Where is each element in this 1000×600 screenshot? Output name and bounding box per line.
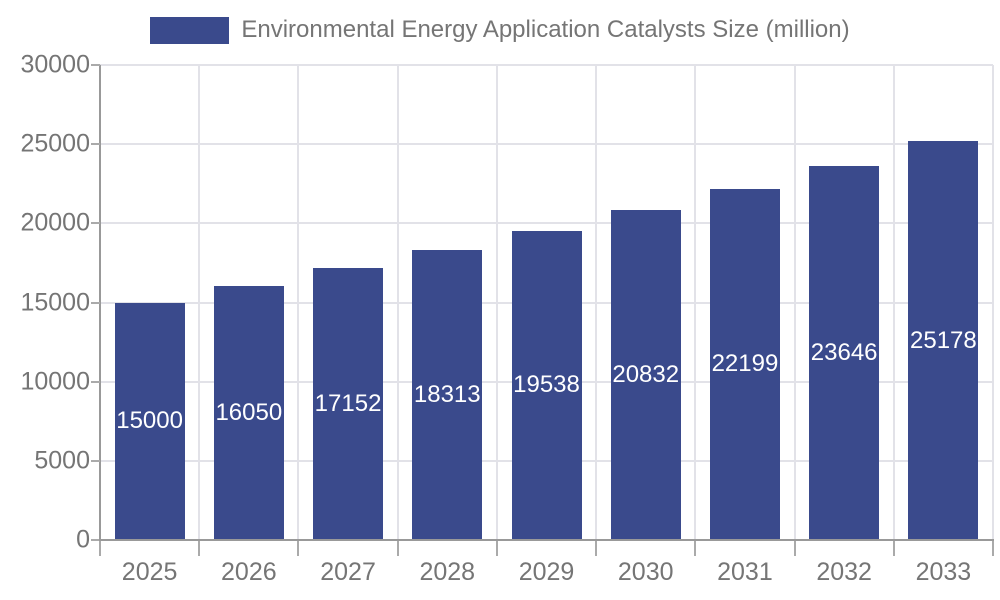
gridline-vertical: [297, 65, 300, 540]
bar-value-label: 16050: [215, 398, 283, 426]
y-axis-tick: [91, 143, 100, 146]
bar: 15000: [114, 302, 185, 540]
x-axis-tick: [99, 540, 101, 556]
gridline-horizontal: [100, 64, 993, 66]
x-axis-tick: [595, 540, 598, 556]
bar-value-label: 18313: [413, 381, 481, 409]
bar: 19538: [511, 230, 582, 540]
y-axis-tick: [91, 539, 100, 541]
bar-value-label: 22199: [711, 350, 779, 378]
gridline-vertical: [595, 65, 598, 540]
bar-value-label: 20832: [612, 361, 680, 389]
legend-label: Environmental Energy Application Catalys…: [241, 16, 850, 43]
y-tick-label: 25000: [20, 129, 90, 158]
x-axis-tick: [495, 540, 498, 556]
y-axis-tick: [91, 459, 100, 462]
y-axis-line: [99, 65, 101, 540]
x-axis-line: [99, 539, 994, 541]
x-tick-label: 2031: [717, 558, 773, 586]
gridline-horizontal: [100, 143, 993, 146]
y-tick-label: 20000: [20, 208, 90, 237]
plot-area: 15000 16050 17152 18313 19538 20832 22199 23646…: [91, 64, 994, 556]
y-axis-tick: [91, 222, 100, 225]
bar-value-label: 25178: [910, 326, 977, 354]
x-axis-tick: [892, 540, 895, 556]
x-axis-tick: [793, 540, 796, 556]
bar: 25178: [908, 141, 979, 540]
x-axis-tick: [992, 540, 994, 556]
gridline-vertical: [694, 65, 697, 540]
gridline-horizontal: [100, 222, 993, 225]
gridline-vertical: [396, 65, 399, 540]
x-tick-label: 2025: [121, 558, 178, 586]
gridline-vertical: [992, 65, 994, 540]
legend-swatch: [150, 16, 230, 44]
y-tick-label: 0: [76, 525, 90, 554]
x-axis-tick: [198, 540, 201, 556]
bar: 16050: [213, 285, 284, 540]
x-tick-label: 2028: [419, 558, 476, 586]
bar: 23646: [809, 165, 880, 540]
bar-value-label: 17152: [314, 390, 382, 418]
x-axis-tick: [694, 540, 697, 556]
gridline-vertical: [495, 65, 498, 540]
bar: 22199: [709, 188, 780, 540]
gridline-vertical: [892, 65, 895, 540]
x-tick-label: 2032: [816, 558, 872, 586]
y-tick-label: 10000: [20, 367, 90, 396]
bar: 20832: [610, 210, 681, 540]
x-tick-label: 2030: [617, 558, 674, 586]
bar: 17152: [313, 268, 384, 540]
gridline-vertical: [793, 65, 796, 540]
x-axis-tick: [396, 540, 399, 556]
y-tick-label: 30000: [20, 50, 90, 79]
x-tick-label: 2033: [915, 558, 972, 586]
y-tick-label: 5000: [34, 446, 90, 475]
bar-value-label: 19538: [513, 371, 580, 399]
x-tick-label: 2026: [221, 558, 277, 586]
y-axis-tick: [91, 64, 100, 66]
bar-value-label: 23646: [810, 338, 878, 366]
bar: 18313: [412, 250, 483, 540]
y-axis-tick: [91, 301, 100, 304]
bar-value-label: 15000: [116, 407, 183, 435]
x-axis-tick: [297, 540, 300, 556]
x-tick-label: 2029: [518, 558, 575, 586]
y-axis-tick: [91, 380, 100, 383]
legend: Environmental Energy Application Catalys…: [0, 16, 1000, 44]
x-tick-label: 2027: [320, 558, 376, 586]
gridline-vertical: [198, 65, 201, 540]
y-tick-label: 15000: [20, 288, 90, 316]
